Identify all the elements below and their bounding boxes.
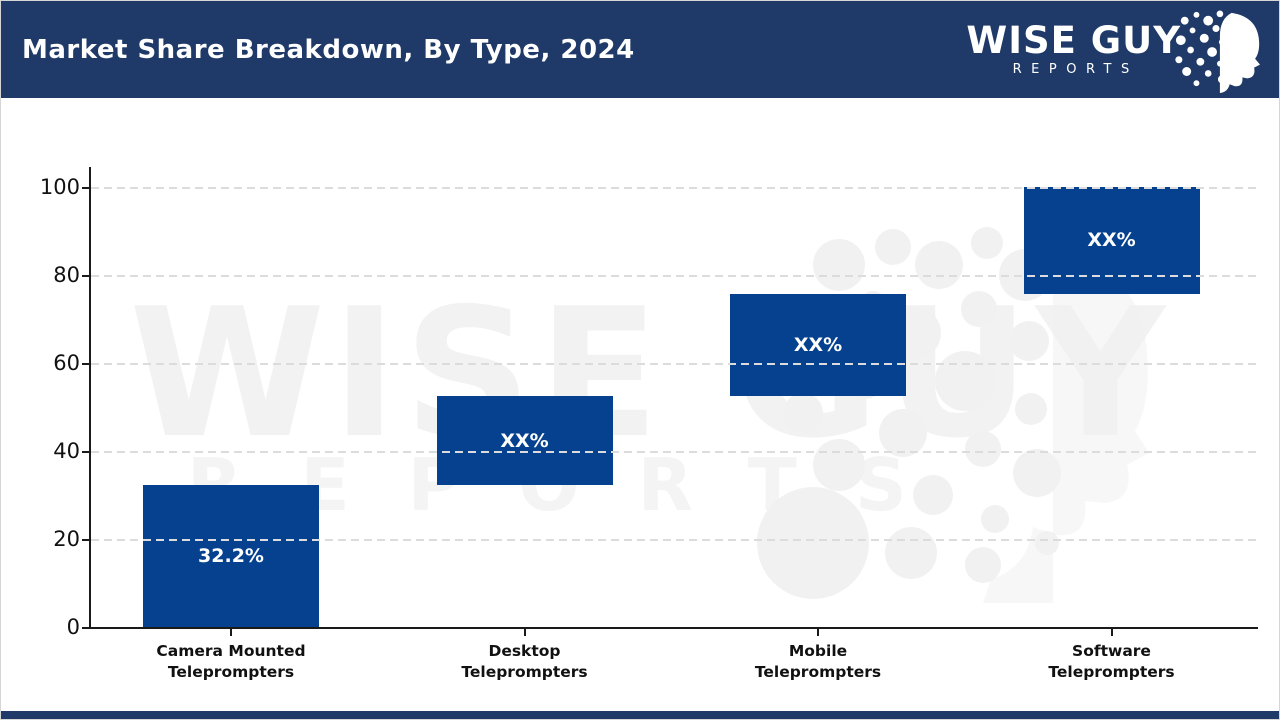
- y-tick-mark: [82, 275, 89, 277]
- gridline: [91, 363, 1259, 365]
- y-axis-spine: [89, 167, 91, 629]
- y-tick-label: 80: [53, 263, 80, 287]
- watermark-text-line1: WISE GUY: [129, 270, 1171, 477]
- bar-value-label: XX%: [793, 333, 843, 356]
- x-tick-mark: [817, 629, 819, 636]
- x-category-label: Mobile Teleprompters: [754, 642, 882, 681]
- x-tick-mark: [523, 629, 526, 636]
- y-tick-mark: [82, 627, 89, 629]
- header-bar: Market Share Breakdown, By Type, 2024 WI…: [1, 1, 1279, 98]
- x-category-label: Desktop Teleprompters: [461, 642, 588, 681]
- gridline: [91, 451, 1259, 453]
- logo-wordmark: WISE GUY: [966, 19, 1181, 62]
- y-tick-label: 40: [53, 439, 80, 463]
- x-tick-mark: [230, 629, 232, 636]
- y-tick-label: 60: [53, 351, 80, 375]
- x-category-label: Camera Mounted Teleprompters: [156, 642, 306, 681]
- y-tick-label: 0: [66, 615, 80, 639]
- y-tick-mark: [82, 187, 89, 189]
- wiseguy-logo: WISE GUY REPORTS: [966, 7, 1279, 93]
- x-axis-line: [89, 627, 1258, 629]
- x-tick-mark: [1110, 629, 1113, 636]
- wiseguy-head-icon: [1175, 10, 1260, 93]
- logo-subtitle: REPORTS: [1012, 62, 1139, 77]
- wiseguy-logo-text: WISE GUY REPORTS: [966, 22, 1181, 77]
- gridline: [91, 539, 1259, 541]
- footer-bar: [1, 711, 1279, 719]
- y-tick-label: 20: [53, 527, 80, 551]
- bar-segment: XX%: [436, 396, 613, 486]
- y-tick-mark: [82, 539, 89, 541]
- x-category-label: Software Teleprompters: [1048, 642, 1175, 681]
- gridline: [91, 187, 1259, 189]
- bar-value-label: XX%: [1087, 229, 1136, 252]
- chart-title: Market Share Breakdown, By Type, 2024: [22, 34, 635, 65]
- y-tick-mark: [82, 363, 89, 365]
- bar-segment: XX%: [1023, 187, 1200, 294]
- bar-value-label: XX%: [500, 429, 549, 452]
- gridline: [91, 275, 1259, 277]
- bar-segment: 32.2%: [143, 485, 319, 627]
- y-tick-label: 100: [39, 175, 80, 199]
- bar-value-label: 32.2%: [198, 545, 264, 568]
- y-tick-mark: [82, 451, 89, 453]
- bar-segment: XX%: [730, 293, 906, 396]
